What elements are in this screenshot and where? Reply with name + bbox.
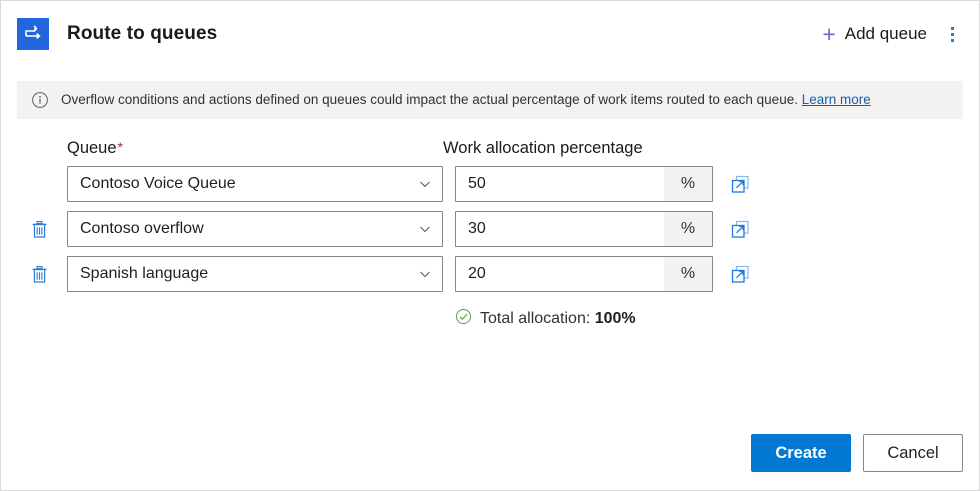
- allocation-column-header: Work allocation percentage: [443, 139, 643, 157]
- queue-row: Contoso Voice Queue 50 %: [17, 166, 963, 202]
- plus-icon: +: [822, 21, 836, 47]
- add-queue-label: Add queue: [844, 24, 927, 43]
- delete-slot: [17, 215, 67, 243]
- open-queue-in-new-window-button[interactable]: [726, 215, 754, 243]
- route-to-queues-icon: [17, 18, 49, 50]
- queue-select-value: Spanish language: [80, 265, 209, 282]
- dot: [950, 32, 954, 36]
- dot: [950, 26, 954, 30]
- info-icon: [31, 91, 49, 109]
- allocation-value[interactable]: 20: [468, 265, 486, 282]
- popout-slot: [713, 170, 767, 198]
- header-command-bar: + Add queue: [814, 1, 965, 67]
- queue-column-header: Queue*: [67, 139, 443, 158]
- allocation-input[interactable]: 30 %: [455, 211, 713, 247]
- column-headers: Queue* Work allocation percentage: [67, 139, 963, 158]
- chevron-down-icon: [418, 222, 432, 236]
- allocation-input[interactable]: 50 %: [455, 166, 713, 202]
- dialog-footer: Create Cancel: [751, 434, 963, 472]
- more-options-icon[interactable]: [939, 16, 965, 52]
- delete-queue-row-button[interactable]: [25, 260, 53, 288]
- required-marker: *: [117, 139, 123, 155]
- queue-row: Spanish language 20 %: [17, 256, 963, 292]
- open-queue-in-new-window-button[interactable]: [726, 170, 754, 198]
- allocation-value[interactable]: 50: [468, 175, 486, 192]
- popout-slot: [713, 215, 767, 243]
- queue-select-value: Contoso Voice Queue: [80, 175, 236, 192]
- queue-select[interactable]: Contoso Voice Queue: [67, 166, 443, 202]
- learn-more-link[interactable]: Learn more: [801, 92, 871, 107]
- chevron-down-icon: [418, 177, 432, 191]
- dot: [950, 38, 954, 42]
- total-allocation: Total allocation: 100%: [67, 308, 963, 330]
- total-allocation-text: Total allocation: 100%: [480, 310, 636, 328]
- allocation-input[interactable]: 20 %: [455, 256, 713, 292]
- queue-select-value: Contoso overflow: [80, 220, 204, 237]
- add-queue-button[interactable]: + Add queue: [814, 18, 935, 50]
- percent-suffix: %: [664, 167, 712, 201]
- page-title: Route to queues: [67, 23, 218, 44]
- delete-queue-row-button[interactable]: [25, 215, 53, 243]
- dialog-header: Route to queues + Add queue: [1, 1, 979, 67]
- chevron-down-icon: [418, 267, 432, 281]
- queue-row: Contoso overflow 30 %: [17, 211, 963, 247]
- checkmark-circle-icon: [455, 308, 472, 330]
- open-queue-in-new-window-button[interactable]: [726, 260, 754, 288]
- queue-column-label: Queue: [67, 139, 117, 157]
- queue-select[interactable]: Contoso overflow: [67, 211, 443, 247]
- info-banner-text: Overflow conditions and actions defined …: [61, 91, 871, 109]
- total-allocation-label: Total allocation:: [480, 310, 595, 327]
- queue-select[interactable]: Spanish language: [67, 256, 443, 292]
- allocation-value[interactable]: 30: [468, 220, 486, 237]
- popout-slot: [713, 260, 767, 288]
- delete-slot: [17, 260, 67, 288]
- queue-allocation-form: Queue* Work allocation percentage Contos…: [1, 119, 979, 330]
- create-button[interactable]: Create: [751, 434, 851, 472]
- total-allocation-value: 100%: [594, 310, 636, 327]
- header-left-group: Route to queues: [17, 18, 217, 50]
- percent-suffix: %: [664, 212, 712, 246]
- cancel-button[interactable]: Cancel: [863, 434, 963, 472]
- info-banner: Overflow conditions and actions defined …: [17, 81, 963, 119]
- info-banner-message: Overflow conditions and actions defined …: [61, 92, 798, 107]
- percent-suffix: %: [664, 257, 712, 291]
